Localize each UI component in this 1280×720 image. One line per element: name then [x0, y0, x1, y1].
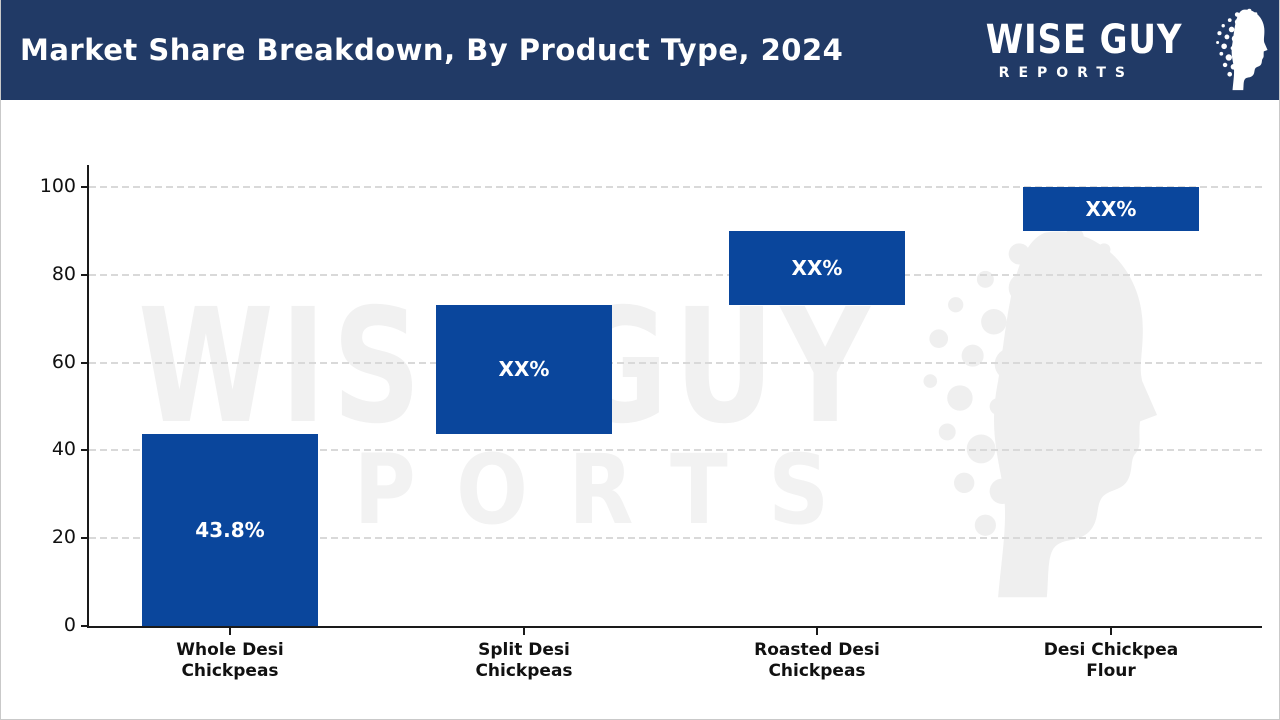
y-tick-label-60: 60: [51, 350, 76, 373]
x-axis-label-split-desi-chickpeas: Split Desi Chickpeas: [404, 640, 644, 682]
bar-desi-chickpea-flour: XX%: [1023, 187, 1199, 231]
logo-wordmark: WISE GUY: [985, 17, 1182, 63]
watermark-face-logo: [923, 227, 1158, 598]
x-axis-label-line: Flour: [1086, 661, 1136, 681]
dotted-head-icon: [923, 227, 1158, 598]
y-gridline-80: [89, 273, 1262, 276]
y-tick-20: [81, 537, 88, 540]
x-tick-split-desi-chickpeas: [523, 628, 525, 635]
bar-value-label-whole-desi-chickpeas: 43.8%: [195, 517, 265, 542]
y-tick-label-0: 0: [63, 614, 76, 636]
x-axis-label-desi-chickpea-flour: Desi Chickpea Flour: [991, 640, 1231, 682]
x-axis-label-line: Roasted Desi: [754, 640, 880, 660]
bar-value-label-split-desi-chickpeas: XX%: [498, 357, 550, 382]
y-gridline-100: [89, 186, 1262, 188]
x-axis-label-line: Desi Chickpea: [1043, 640, 1179, 660]
x-axis-label-roasted-desi-chickpeas: Roasted Desi Chickpeas: [697, 640, 937, 682]
y-tick-0: [81, 625, 88, 627]
x-tick-roasted-desi-chickpeas: [816, 628, 818, 635]
y-tick-60: [81, 361, 88, 364]
logo-face-icon: [1216, 8, 1268, 91]
y-gridline-60: [89, 361, 1262, 364]
x-axis-spine: [87, 626, 1262, 628]
x-axis-label-line: Chickpeas: [768, 661, 866, 681]
x-axis-label-line: Split Desi: [478, 640, 570, 660]
bar-split-desi-chickpeas: XX%: [436, 304, 612, 434]
x-axis-label-line: Chickpeas: [181, 661, 279, 681]
wise-guy-reports-logo: WISE GUY REPORTS: [985, 4, 1270, 96]
logo-text: WISE GUY REPORTS: [951, 18, 1182, 81]
logo-subtext: REPORTS: [998, 65, 1134, 81]
x-axis-label-line: Whole Desi: [176, 640, 284, 660]
page-title: Market Share Breakdown, By Product Type,…: [20, 33, 844, 67]
y-tick-100: [81, 186, 88, 188]
y-tick-label-40: 40: [51, 438, 76, 461]
y-gridline-40: [89, 449, 1262, 452]
x-axis-label-whole-desi-chickpeas: Whole Desi Chickpeas: [110, 640, 350, 682]
y-tick-40: [81, 449, 88, 452]
bar-whole-desi-chickpeas: 43.8%: [142, 433, 318, 626]
bar-roasted-desi-chickpeas: XX%: [729, 230, 905, 305]
y-tick-label-80: 80: [51, 262, 76, 285]
bar-value-label-roasted-desi-chickpeas: XX%: [791, 255, 843, 280]
y-tick-80: [81, 273, 88, 276]
y-tick-label-20: 20: [51, 526, 76, 549]
y-tick-label-100: 100: [39, 175, 76, 197]
x-tick-whole-desi-chickpeas: [229, 628, 231, 635]
bar-value-label-desi-chickpea-flour: XX%: [1085, 196, 1137, 221]
x-axis-label-line: Chickpeas: [475, 661, 573, 681]
y-gridline-20: [89, 537, 1262, 540]
x-tick-desi-chickpea-flour: [1110, 628, 1112, 635]
y-axis-spine: [87, 165, 89, 628]
header-bar: Market Share Breakdown, By Product Type,…: [0, 0, 1280, 100]
